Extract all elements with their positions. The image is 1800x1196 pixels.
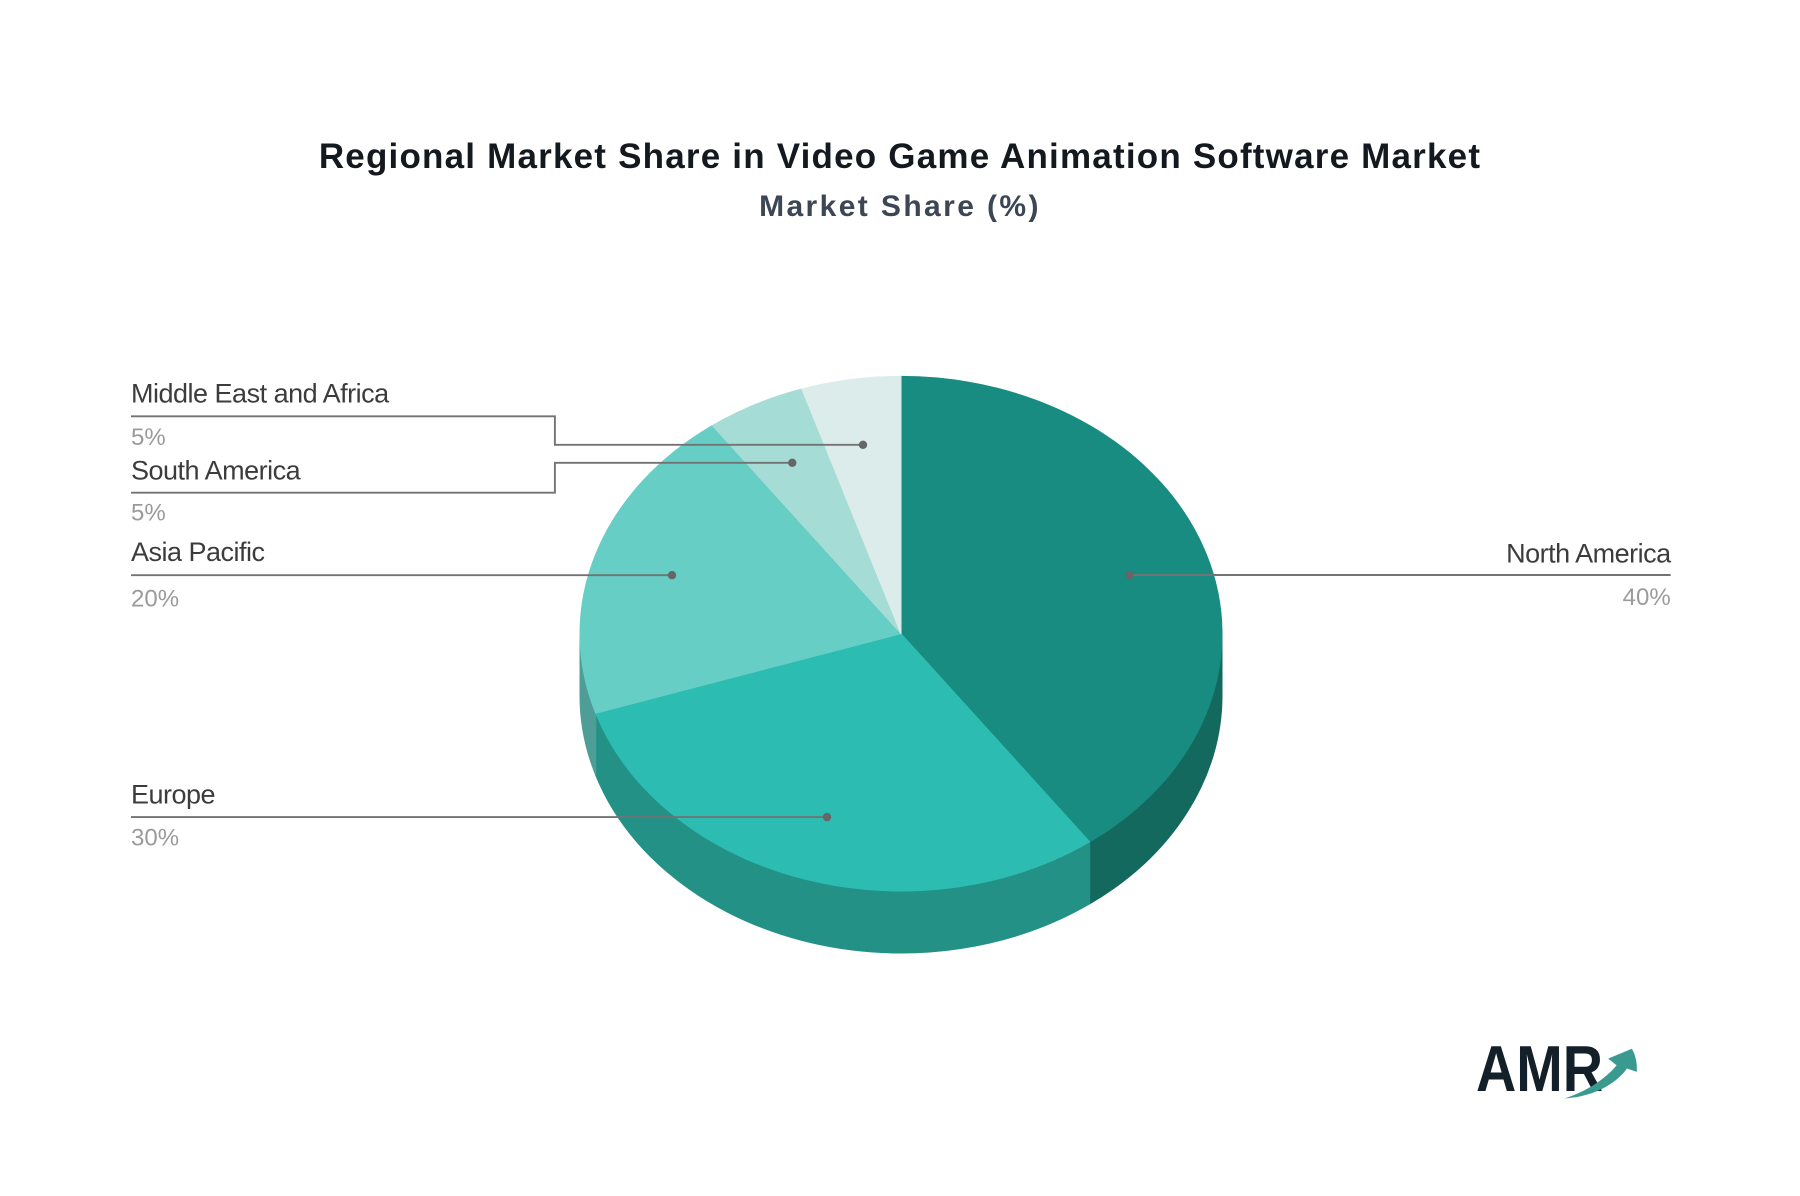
svg-text:20%: 20% (131, 585, 179, 612)
svg-text:5%: 5% (131, 424, 166, 451)
svg-text:30%: 30% (131, 825, 179, 852)
svg-text:Regional Market Share in Video: Regional Market Share in Video Game Anim… (319, 137, 1481, 176)
svg-text:South America: South America (131, 456, 302, 486)
svg-text:North America: North America (1506, 539, 1672, 569)
svg-text:Europe: Europe (131, 779, 215, 809)
svg-text:40%: 40% (1623, 584, 1671, 611)
svg-text:Asia Pacific: Asia Pacific (131, 537, 265, 567)
svg-text:Market Share (%): Market Share (%) (759, 190, 1041, 223)
svg-text:Middle East and Africa: Middle East and Africa (131, 378, 390, 408)
svg-text:5%: 5% (131, 499, 166, 526)
